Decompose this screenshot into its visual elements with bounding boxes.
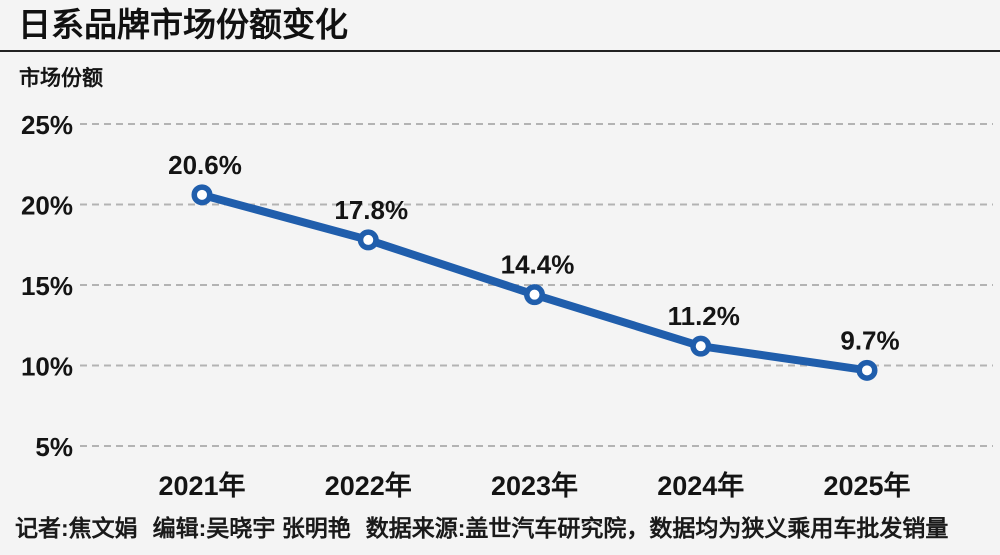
y-tick-label: 10% bbox=[21, 352, 73, 382]
y-tick-label: 25% bbox=[21, 110, 73, 140]
data-point-label: 11.2% bbox=[668, 301, 740, 331]
footer-reporter: 记者:焦文娟 bbox=[15, 515, 138, 541]
data-point-label: 14.4% bbox=[501, 250, 575, 280]
title-divider bbox=[0, 50, 1000, 52]
trend-line bbox=[198, 190, 871, 375]
x-tick-label: 2023年 bbox=[491, 470, 578, 501]
x-tick-label: 2025年 bbox=[823, 470, 910, 501]
x-tick-label: 2024年 bbox=[657, 470, 744, 501]
y-tick-label: 20% bbox=[21, 191, 73, 221]
y-tick-label: 5% bbox=[35, 432, 73, 462]
data-point-marker bbox=[191, 184, 213, 206]
page-title: 日系品牌市场份额变化 bbox=[18, 6, 348, 43]
y-tick-label: 15% bbox=[21, 271, 73, 301]
footer-editor: 编辑:吴晓宇 张明艳 bbox=[152, 515, 351, 541]
data-point-label: 20.6% bbox=[168, 150, 242, 180]
footer-source: 数据来源:盖世汽车研究院，数据均为狭义乘用车批发销量 bbox=[365, 515, 949, 541]
data-point-marker bbox=[690, 335, 712, 357]
x-tick-label: 2022年 bbox=[325, 470, 412, 501]
y-axis-title: 市场份额 bbox=[19, 67, 103, 90]
data-point-marker bbox=[524, 284, 545, 306]
data-point-marker bbox=[357, 229, 379, 251]
x-tick-label: 2021年 bbox=[158, 470, 245, 501]
data-point-label: 17.8% bbox=[334, 195, 408, 225]
data-point-label: 9.7% bbox=[840, 325, 899, 355]
credits-footer: 记者:焦文娟 编辑:吴晓宇 张明艳 数据来源:盖世汽车研究院，数据均为狭义乘用车… bbox=[15, 509, 948, 543]
data-point-marker bbox=[856, 359, 878, 381]
